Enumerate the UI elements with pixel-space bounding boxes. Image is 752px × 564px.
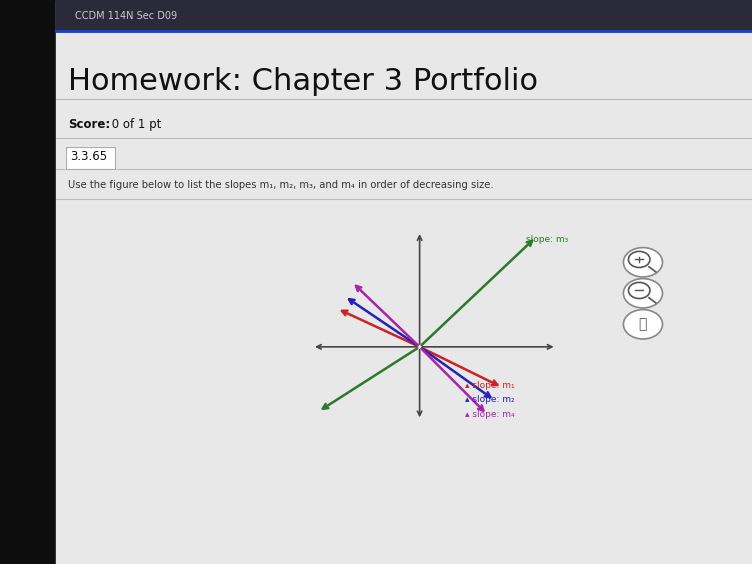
- Text: ▴ slope: m₄: ▴ slope: m₄: [465, 410, 514, 419]
- Text: Homework: Chapter 3 Portfolio: Homework: Chapter 3 Portfolio: [68, 67, 538, 96]
- Text: slope: m₃: slope: m₃: [526, 235, 569, 244]
- Text: 3.3.65: 3.3.65: [70, 150, 107, 164]
- Text: 0 of 1 pt: 0 of 1 pt: [108, 117, 161, 131]
- Circle shape: [623, 248, 663, 277]
- Text: Score:: Score:: [68, 117, 110, 131]
- Text: ⧉: ⧉: [638, 318, 647, 331]
- Bar: [0, 0, 56, 564]
- Text: ▴ slope: m₁: ▴ slope: m₁: [465, 381, 514, 390]
- Bar: [56, 0, 752, 31]
- Text: CCDM 114N Sec D09: CCDM 114N Sec D09: [75, 11, 177, 20]
- Circle shape: [623, 279, 663, 308]
- Text: ▴ slope: m₂: ▴ slope: m₂: [465, 395, 514, 404]
- Circle shape: [623, 310, 663, 339]
- Bar: [66, 147, 115, 169]
- Text: Use the figure below to list the slopes m₁, m₂, m₃, and m₄ in order of decreasin: Use the figure below to list the slopes …: [68, 180, 493, 190]
